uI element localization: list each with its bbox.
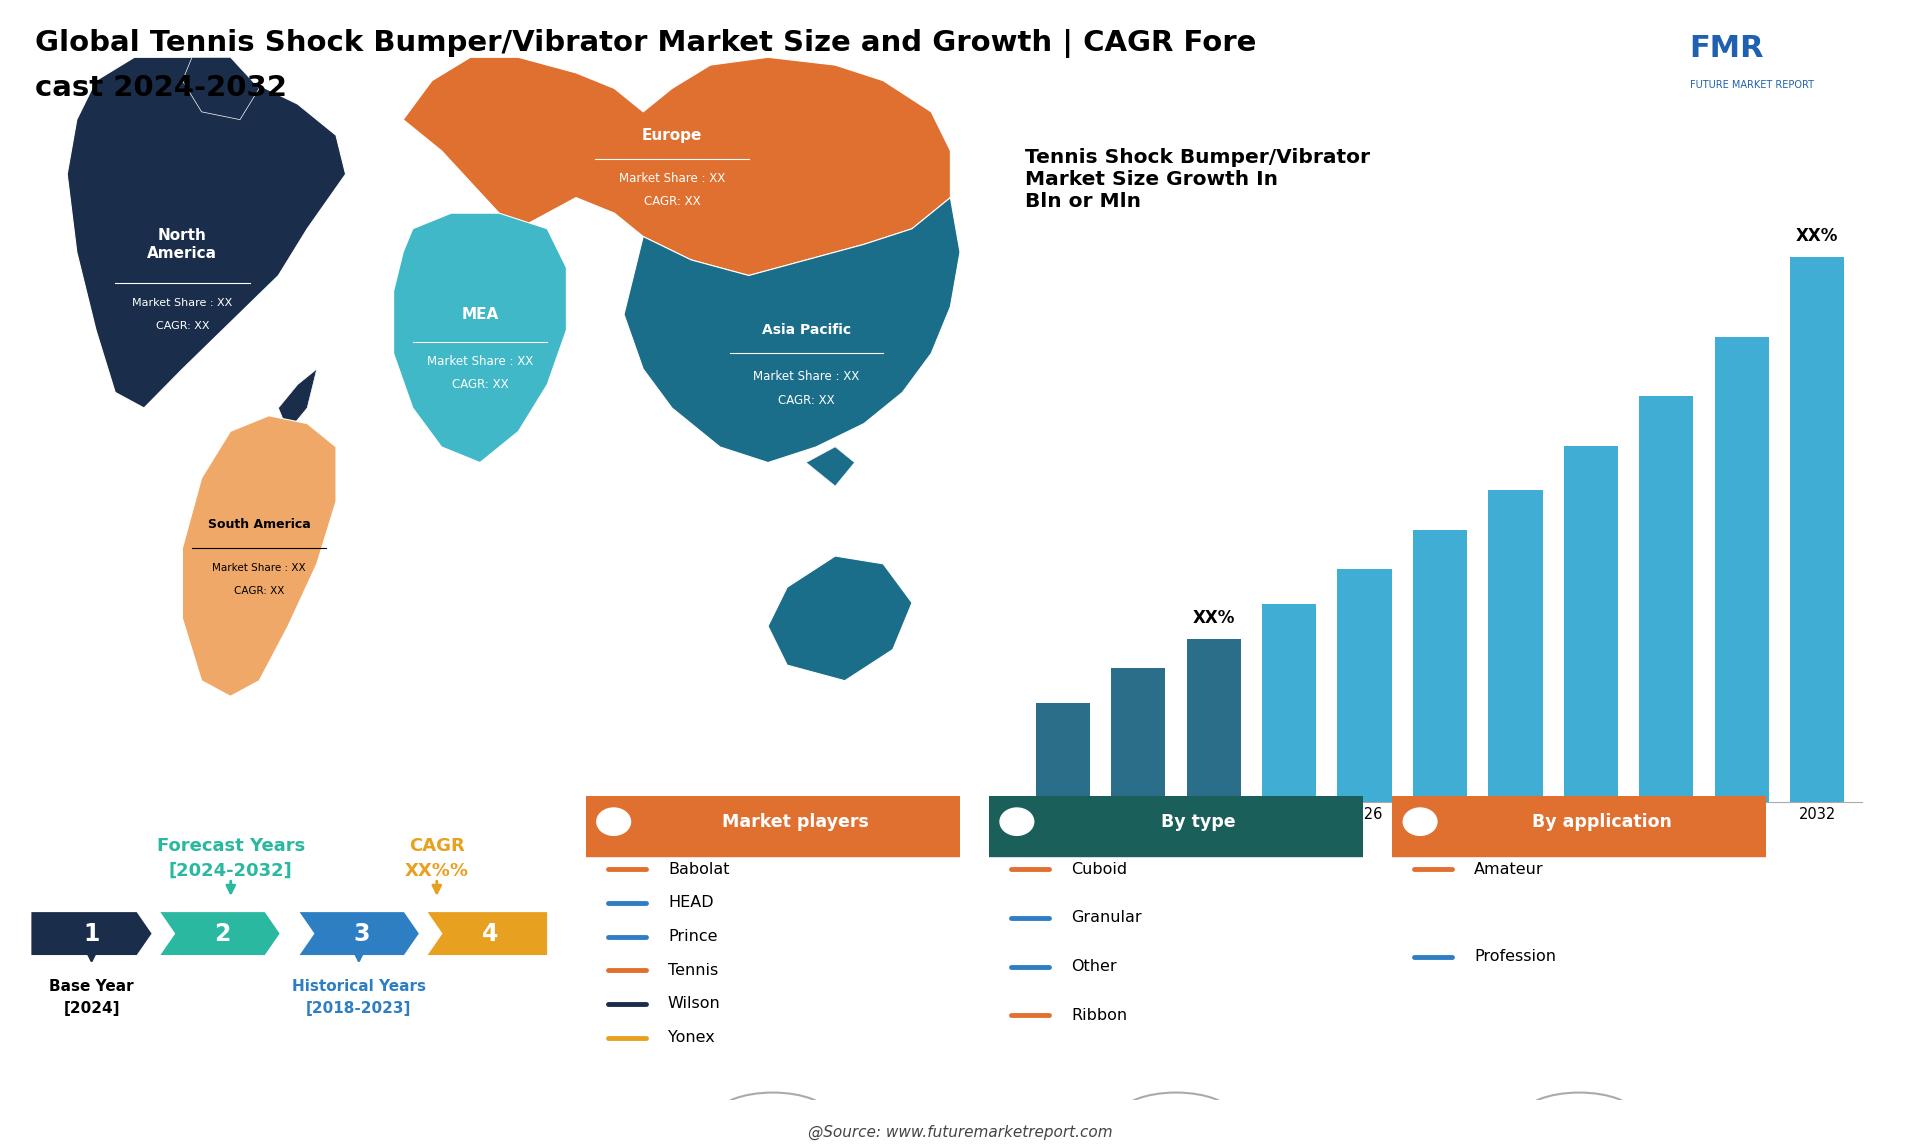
Polygon shape bbox=[426, 911, 549, 956]
FancyBboxPatch shape bbox=[1377, 786, 1782, 857]
FancyBboxPatch shape bbox=[973, 786, 1379, 857]
Text: Base Year: Base Year bbox=[50, 979, 134, 994]
Circle shape bbox=[1000, 808, 1033, 835]
Text: @Source: www.futuremarketreport.com: @Source: www.futuremarketreport.com bbox=[808, 1125, 1112, 1140]
Bar bbox=[1563, 446, 1619, 802]
Text: Market Share : XX: Market Share : XX bbox=[213, 563, 305, 573]
Bar bbox=[1789, 258, 1845, 802]
Text: South America: South America bbox=[207, 518, 311, 532]
Text: Tennis Shock Bumper/Vibrator
Market Size Growth In
Bln or Mln: Tennis Shock Bumper/Vibrator Market Size… bbox=[1025, 149, 1371, 211]
Polygon shape bbox=[157, 911, 280, 956]
Bar bbox=[1338, 570, 1392, 802]
Circle shape bbox=[1404, 808, 1436, 835]
Polygon shape bbox=[394, 213, 566, 463]
Polygon shape bbox=[67, 57, 346, 408]
Polygon shape bbox=[278, 369, 317, 431]
Bar bbox=[1112, 668, 1165, 802]
Bar bbox=[1488, 490, 1542, 802]
Polygon shape bbox=[298, 911, 420, 956]
Text: FMR: FMR bbox=[1690, 34, 1764, 63]
Text: Market Share : XX: Market Share : XX bbox=[618, 172, 726, 185]
Text: CAGR: XX: CAGR: XX bbox=[234, 586, 284, 596]
Text: 1: 1 bbox=[83, 921, 100, 945]
Text: HEAD: HEAD bbox=[668, 895, 714, 910]
Text: Market Share : XX: Market Share : XX bbox=[426, 355, 534, 368]
FancyBboxPatch shape bbox=[981, 839, 1371, 1106]
Text: Global Tennis Shock Bumper/Vibrator Market Size and Growth | CAGR Fore: Global Tennis Shock Bumper/Vibrator Mark… bbox=[35, 29, 1256, 57]
Text: CAGR: XX: CAGR: XX bbox=[156, 321, 209, 331]
FancyBboxPatch shape bbox=[578, 839, 968, 1106]
Text: Yonex: Yonex bbox=[668, 1030, 714, 1045]
Bar bbox=[1035, 704, 1091, 802]
Text: 2: 2 bbox=[215, 921, 230, 945]
Text: Europe: Europe bbox=[641, 127, 703, 143]
Text: CAGR: XX: CAGR: XX bbox=[643, 195, 701, 207]
Bar bbox=[1413, 529, 1467, 802]
Text: XX%: XX% bbox=[1795, 228, 1837, 245]
Text: Cuboid: Cuboid bbox=[1071, 862, 1127, 877]
FancyBboxPatch shape bbox=[570, 786, 975, 857]
Bar bbox=[1715, 337, 1768, 802]
Text: CAGR: CAGR bbox=[409, 838, 465, 855]
Text: Forecast Years: Forecast Years bbox=[157, 838, 305, 855]
Text: XX%: XX% bbox=[1192, 609, 1235, 627]
Text: XX%%: XX%% bbox=[405, 862, 468, 880]
Text: cast 2024-2032: cast 2024-2032 bbox=[35, 74, 286, 102]
Text: [2024-2032]: [2024-2032] bbox=[169, 862, 292, 880]
Bar bbox=[1261, 604, 1317, 802]
Bar bbox=[1640, 397, 1693, 802]
Polygon shape bbox=[806, 447, 854, 486]
Text: Wilson: Wilson bbox=[668, 996, 720, 1012]
Text: By type: By type bbox=[1162, 813, 1236, 831]
Text: Other: Other bbox=[1071, 959, 1117, 974]
Polygon shape bbox=[624, 197, 960, 463]
Text: North
America: North America bbox=[148, 228, 217, 260]
Text: [2024]: [2024] bbox=[63, 1002, 119, 1017]
Polygon shape bbox=[182, 416, 336, 697]
Text: Market players: Market players bbox=[722, 813, 868, 831]
Text: Babolat: Babolat bbox=[668, 862, 730, 877]
Text: Amateur: Amateur bbox=[1475, 862, 1544, 877]
Text: CAGR: XX: CAGR: XX bbox=[451, 378, 509, 391]
Text: Historical Years: Historical Years bbox=[292, 979, 426, 994]
Text: Tennis: Tennis bbox=[668, 963, 718, 978]
Polygon shape bbox=[182, 57, 259, 119]
Text: 3: 3 bbox=[353, 921, 371, 945]
Text: Market Share : XX: Market Share : XX bbox=[753, 370, 860, 383]
Text: Prince: Prince bbox=[668, 929, 718, 944]
Text: 4: 4 bbox=[482, 921, 497, 945]
Polygon shape bbox=[768, 556, 912, 681]
Text: FUTURE MARKET REPORT: FUTURE MARKET REPORT bbox=[1690, 80, 1814, 91]
Text: Market Share : XX: Market Share : XX bbox=[132, 298, 232, 308]
Polygon shape bbox=[31, 911, 154, 956]
Polygon shape bbox=[403, 57, 950, 275]
Bar bbox=[1187, 638, 1240, 802]
Text: Ribbon: Ribbon bbox=[1071, 1007, 1127, 1022]
Text: Asia Pacific: Asia Pacific bbox=[762, 323, 851, 337]
Text: MEA: MEA bbox=[461, 307, 499, 322]
Text: Profession: Profession bbox=[1475, 949, 1557, 964]
Text: CAGR: XX: CAGR: XX bbox=[778, 394, 835, 407]
Text: Granular: Granular bbox=[1071, 910, 1142, 926]
Text: [2018-2023]: [2018-2023] bbox=[305, 1002, 411, 1017]
FancyBboxPatch shape bbox=[1384, 839, 1774, 1106]
Text: By application: By application bbox=[1532, 813, 1672, 831]
Circle shape bbox=[597, 808, 630, 835]
